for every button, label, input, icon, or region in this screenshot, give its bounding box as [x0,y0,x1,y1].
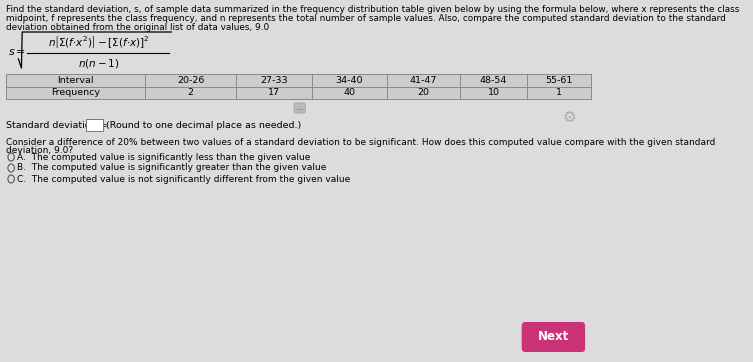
FancyBboxPatch shape [522,322,585,352]
Text: 1: 1 [556,88,562,97]
Text: midpoint, f represents the class frequency, and n represents the total number of: midpoint, f represents the class frequen… [6,14,726,23]
Text: 34-40: 34-40 [336,76,363,85]
Text: $s=$: $s=$ [8,47,26,57]
Text: Interval: Interval [57,76,94,85]
Text: Frequency: Frequency [51,88,100,97]
Text: 55-61: 55-61 [545,76,572,85]
Text: Standard deviation =: Standard deviation = [6,121,108,130]
Text: Next: Next [538,331,569,344]
Text: A.  The computed value is significantly less than the given value: A. The computed value is significantly l… [17,152,311,161]
Text: B.  The computed value is significantly greater than the given value: B. The computed value is significantly g… [17,164,327,173]
Text: 41-47: 41-47 [410,76,437,85]
Text: 40: 40 [343,88,355,97]
Text: 20-26: 20-26 [177,76,204,85]
Text: Find the standard deviation, s, of sample data summarized in the frequency distr: Find the standard deviation, s, of sampl… [6,5,739,14]
Text: 20: 20 [417,88,429,97]
Text: $n(n-1)$: $n(n-1)$ [78,57,120,70]
Text: …: … [296,105,303,111]
Text: 10: 10 [487,88,499,97]
Text: ⚙: ⚙ [562,109,576,125]
Text: 2: 2 [187,88,194,97]
Text: 48-54: 48-54 [480,76,508,85]
Text: $n\left[\Sigma(f{\cdot}x^2)\right]-\left[\Sigma(f{\cdot}x)\right]^2$: $n\left[\Sigma(f{\cdot}x^2)\right]-\left… [48,34,149,50]
Text: C.  The computed value is not significantly different from the given value: C. The computed value is not significant… [17,174,351,184]
Bar [86,119,103,131]
Bar [6,74,590,99]
Text: 27-33: 27-33 [260,76,288,85]
Text: Consider a difference of 20% between two values of a standard deviation to be si: Consider a difference of 20% between two… [6,138,715,147]
Text: deviation, 9.0?: deviation, 9.0? [6,146,74,155]
Text: 17: 17 [268,88,280,97]
Text: deviation obtained from the original list of data values, 9.0: deviation obtained from the original lis… [6,23,270,32]
Text: (Round to one decimal place as needed.): (Round to one decimal place as needed.) [106,121,301,130]
